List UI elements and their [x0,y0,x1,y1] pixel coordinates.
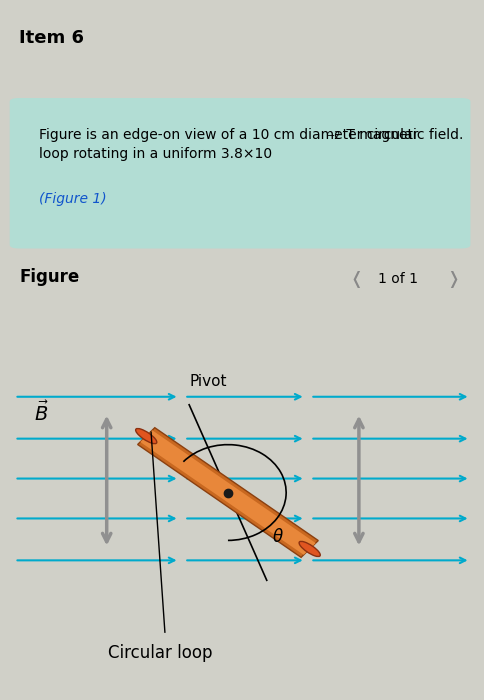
Text: Circular loop: Circular loop [107,644,212,662]
Ellipse shape [299,541,319,556]
Text: $\vec{B}$: $\vec{B}$ [34,400,49,425]
Text: ❬: ❬ [348,270,363,288]
Polygon shape [146,432,313,549]
Text: Figure is an edge-on view of a 10 cm diameter circular
loop rotating in a unifor: Figure is an edge-on view of a 10 cm dia… [39,127,417,161]
Text: Pivot: Pivot [189,374,227,388]
Ellipse shape [136,428,156,444]
Text: T magnetic field.: T magnetic field. [342,127,463,141]
Text: −2: −2 [327,131,341,141]
Text: $\theta$: $\theta$ [271,528,283,547]
Text: (Figure 1): (Figure 1) [39,193,106,206]
FancyBboxPatch shape [10,98,469,248]
Text: Item 6: Item 6 [19,29,84,48]
Polygon shape [140,430,315,555]
Text: ❭: ❭ [445,270,459,288]
Text: Figure: Figure [19,268,79,286]
Polygon shape [137,428,318,557]
Text: 1 of 1: 1 of 1 [378,272,417,286]
